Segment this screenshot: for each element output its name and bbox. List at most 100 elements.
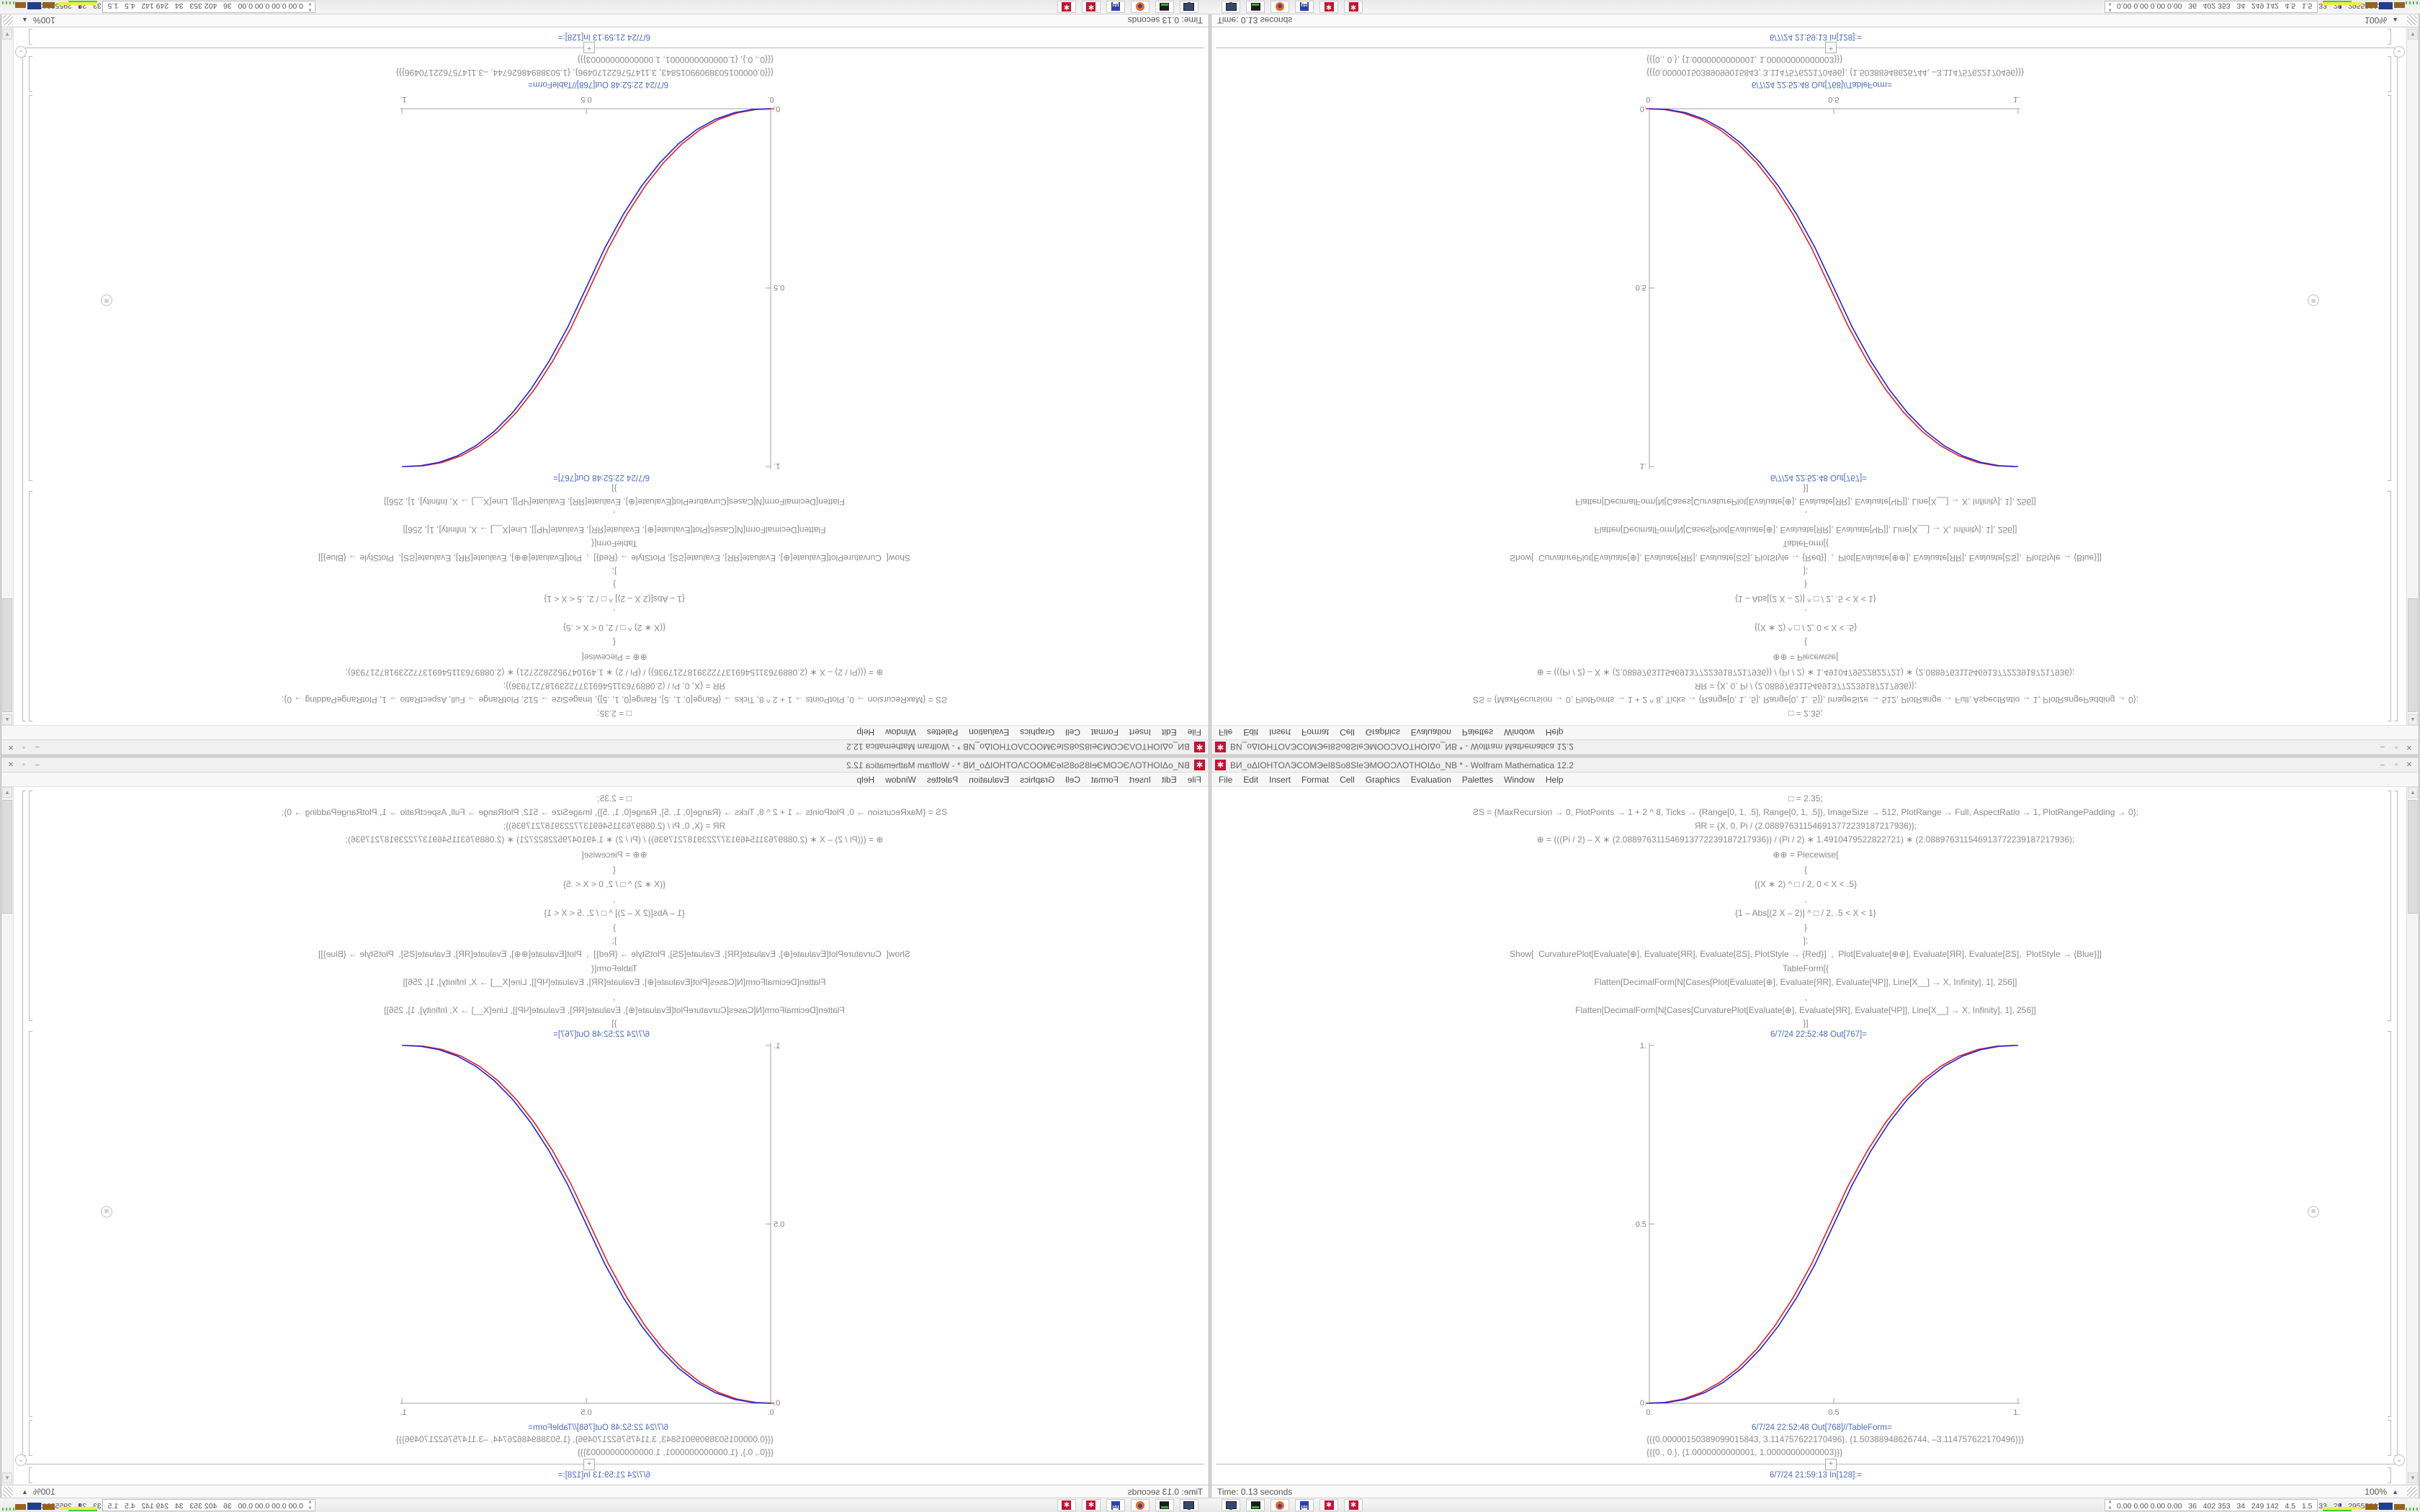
scrollbar-up-icon[interactable]: ▲ <box>2 714 12 725</box>
input-line[interactable]: Show[ CurvaturePlot[Evaluate[⊕], Evaluat… <box>1510 553 2102 563</box>
resize-grip[interactable] <box>2407 1487 2417 1497</box>
cell-bracket-next-input[interactable] <box>29 29 32 45</box>
input-line[interactable]: , <box>1804 608 1807 618</box>
input-line[interactable]: } <box>1803 580 1807 590</box>
input-line[interactable]: Flatten[DecimalForm[N[Cases[Plot[Evaluat… <box>403 525 826 535</box>
insert-cell-plus-button[interactable]: + <box>1825 1459 1837 1470</box>
close-button[interactable]: ✕ <box>7 743 14 751</box>
cell-bracket-input[interactable] <box>29 491 32 721</box>
input-line[interactable]: ⊕⊕ = Piecewise[ <box>1773 652 1839 662</box>
cell-bracket-output-plot[interactable] <box>2388 95 2391 481</box>
input-line[interactable]: ƧS = {MaxRecursion → 0, PlotPoints → 1 +… <box>1472 695 2139 705</box>
input-line[interactable]: □ = 2.35; <box>1788 708 1823 719</box>
magnification-control[interactable]: 100% <box>33 1487 55 1497</box>
input-line[interactable]: ƧS = {MaxRecursion → 0, PlotPoints → 1 +… <box>1472 807 2139 817</box>
launcher-firefox[interactable] <box>1131 1 1150 13</box>
menu-evaluation[interactable]: Evaluation <box>969 727 1010 738</box>
menu-format[interactable]: Format <box>1090 727 1119 738</box>
launcher-monitor[interactable] <box>1222 1499 1240 1511</box>
vertical-scrollbar[interactable]: ▲ ▼ <box>1 787 14 1485</box>
scrollbar-up-icon[interactable]: ▲ <box>2408 714 2418 725</box>
scrollbar-down-icon[interactable]: ▼ <box>2 29 12 40</box>
tray-chevrons-icon[interactable]: ∧ ∧ <box>2108 1500 2112 1511</box>
menu-file[interactable]: File <box>1219 774 1233 785</box>
input-line[interactable]: TableForm[{ <box>591 539 638 549</box>
launcher-firefox[interactable] <box>1131 1499 1150 1511</box>
magnification-control[interactable]: 100% <box>33 15 55 25</box>
maximize-button[interactable]: ▫ <box>22 743 25 751</box>
launcher-mathematica-2[interactable]: ∗ <box>1057 1499 1076 1511</box>
launcher-terminal[interactable] <box>1155 1 1174 13</box>
menu-graphics[interactable]: Graphics <box>1365 727 1400 738</box>
input-line[interactable]: ⊕⊕ = Piecewise[ <box>581 850 647 860</box>
menu-palettes[interactable]: Palettes <box>926 774 959 785</box>
menu-palettes[interactable]: Palettes <box>1461 727 1494 738</box>
input-line[interactable]: Flatten[DecimalForm[N[Cases[Plot[Evaluat… <box>1594 977 2017 987</box>
vertical-scrollbar[interactable]: ▲ ▼ <box>2406 27 2419 725</box>
titlebar[interactable]: ∗ ВИ_оΔIOHTOΛЭCOMЭеI8Ѕо8ЅIеЭMOOϽΛOTHOIΔо… <box>1211 757 2419 773</box>
cell-bracket-output-plot[interactable] <box>29 1031 32 1417</box>
menu-file[interactable]: File <box>1187 774 1201 785</box>
magnification-dropdown-icon[interactable]: ▲ <box>2392 1488 2398 1495</box>
menu-insert[interactable]: Insert <box>1129 774 1151 785</box>
scrollbar-down-icon[interactable]: ▼ <box>2408 29 2418 40</box>
menu-help[interactable]: Help <box>1545 727 1564 738</box>
cell-bracket-output-plot[interactable] <box>2388 1031 2391 1417</box>
magnification-dropdown-icon[interactable]: ▲ <box>22 1488 28 1495</box>
menu-edit[interactable]: Edit <box>1161 727 1177 738</box>
menu-help[interactable]: Help <box>856 727 875 738</box>
input-line[interactable]: ЯR = {X, 0, Pi / (2.08897631154691377223… <box>503 821 726 831</box>
cell-bracket-input[interactable] <box>2388 491 2391 721</box>
scrollbar-down-icon[interactable]: ▼ <box>2408 1472 2418 1483</box>
input-line[interactable]: Flatten[DecimalForm[N[Cases[Plot[Evaluat… <box>403 977 826 987</box>
input-line[interactable]: Flatten[DecimalForm[N[Cases[CurvaturePlo… <box>384 1005 845 1015</box>
input-line[interactable]: □ = 2.35; <box>597 793 632 804</box>
notebook-content[interactable]: □ = 2.35; ƧS = {MaxRecursion → 0, PlotPo… <box>1 787 1209 1485</box>
scrollbar-up-icon[interactable]: ▲ <box>2 787 12 798</box>
input-line[interactable]: Flatten[DecimalForm[N[Cases[CurvaturePlo… <box>1575 1005 2036 1015</box>
input-line[interactable]: , <box>613 510 616 520</box>
minimize-button[interactable]: – <box>2380 743 2385 751</box>
maximize-button[interactable]: ▫ <box>2395 743 2398 751</box>
launcher-mathematica-1[interactable]: ∗ <box>1082 1 1101 13</box>
input-line[interactable]: ]; <box>1803 935 1809 945</box>
input-line[interactable]: Flatten[DecimalForm[N[Cases[Plot[Evaluat… <box>1594 525 2017 535</box>
launcher-mathematica-2[interactable]: ∗ <box>1344 1499 1363 1511</box>
input-line[interactable]: ⊕ = (((Pi / 2) – X ∗ (2.0889763115469137… <box>1536 834 2075 845</box>
tray-chevrons-icon[interactable]: ∧ ∧ <box>2108 1 2112 12</box>
menu-cell[interactable]: Cell <box>1065 774 1080 785</box>
menu-palettes[interactable]: Palettes <box>926 727 959 738</box>
cell-bracket-output-table[interactable] <box>2388 1420 2391 1456</box>
input-line[interactable]: }] <box>1803 484 1809 494</box>
magnification-dropdown-icon[interactable]: ▲ <box>2392 17 2398 24</box>
input-line[interactable]: ЯR = {X, 0, Pi / (2.08897631154691377223… <box>1694 821 1917 831</box>
dynamic-indicator-icon[interactable]: ≋ <box>101 294 112 306</box>
close-button[interactable]: ✕ <box>2406 761 2413 769</box>
vertical-scrollbar[interactable]: ▲ ▼ <box>1 27 14 725</box>
input-line[interactable]: { <box>613 637 617 647</box>
launcher-mathematica-2[interactable]: ∗ <box>1344 1 1363 13</box>
input-line[interactable]: Show[ CurvaturePlot[Evaluate[⊕], Evaluat… <box>318 949 910 959</box>
titlebar[interactable]: ∗ ВИ_оΔIOHTOΛЭCOMЭеI8Ѕо8ЅIеЭMOOϽΛOTHOIΔо… <box>1211 739 2419 755</box>
minimize-button[interactable]: – <box>2380 761 2385 769</box>
menu-palettes[interactable]: Palettes <box>1461 774 1494 785</box>
dynamic-indicator-icon[interactable]: ≋ <box>101 1206 112 1218</box>
input-line[interactable]: TableForm[{ <box>1782 963 1829 973</box>
input-line[interactable]: , <box>1804 894 1807 904</box>
input-line[interactable]: ]; <box>611 935 617 945</box>
menu-help[interactable]: Help <box>856 774 875 785</box>
launcher-floppy64[interactable]: 64 <box>1295 1499 1314 1511</box>
insert-cell-plus-button[interactable]: + <box>583 42 595 53</box>
cell-bracket-input[interactable] <box>2388 791 2391 1021</box>
menu-edit[interactable]: Edit <box>1243 774 1259 785</box>
scroll-indicator-icon[interactable]: ⌄ <box>2393 1454 2405 1466</box>
menu-insert[interactable]: Insert <box>1269 727 1291 738</box>
scroll-indicator-icon[interactable]: ⌄ <box>15 46 27 58</box>
launcher-mathematica-1[interactable]: ∗ <box>1082 1499 1101 1511</box>
magnification-dropdown-icon[interactable]: ▲ <box>22 17 28 24</box>
cell-bracket-group[interactable] <box>22 791 26 1456</box>
input-line[interactable]: ЯR = {X, 0, Pi / (2.08897631154691377223… <box>503 681 726 691</box>
input-line[interactable]: ƧS = {MaxRecursion → 0, PlotPoints → 1 +… <box>281 807 948 817</box>
launcher-firefox[interactable] <box>1270 1499 1289 1511</box>
cell-bracket-group[interactable] <box>2394 791 2398 1456</box>
